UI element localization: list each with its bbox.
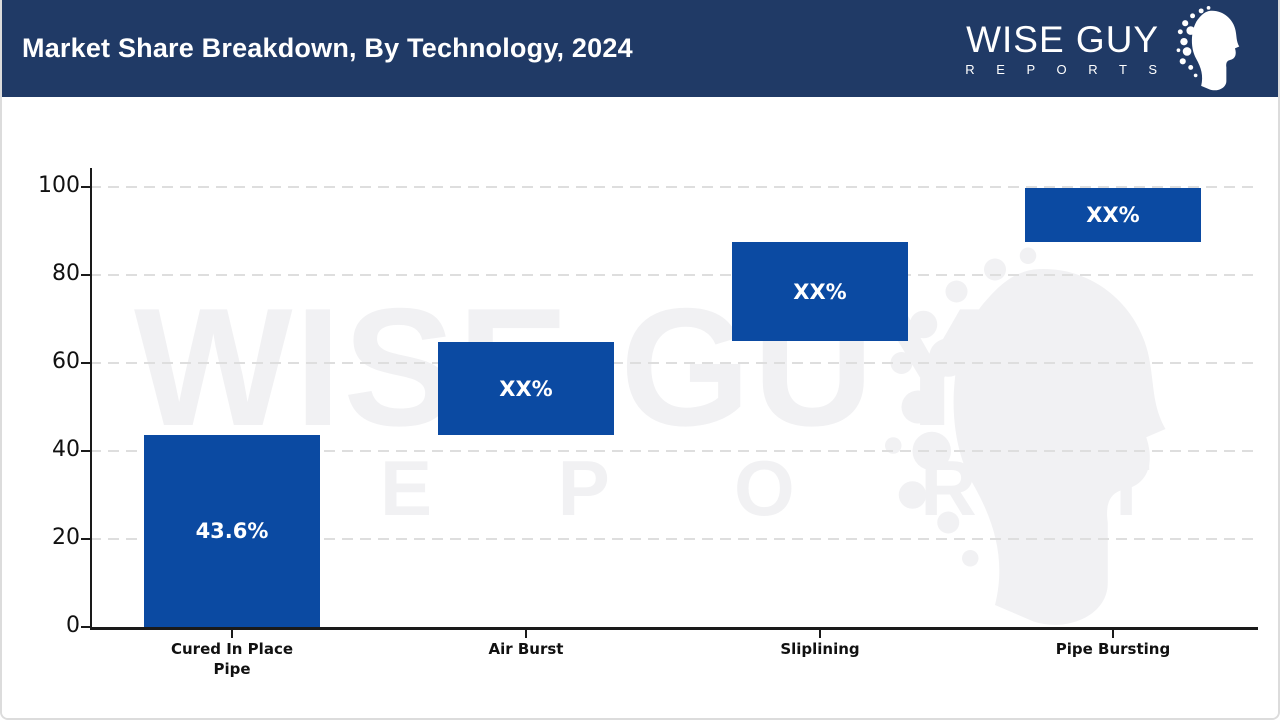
- page-title: Market Share Breakdown, By Technology, 2…: [22, 33, 633, 63]
- y-tick-label-80: 80: [52, 261, 80, 286]
- x-axis-line: [90, 627, 1258, 630]
- y-tick-label-60: 60: [52, 349, 80, 374]
- y-tick-60: [81, 362, 90, 364]
- y-axis-line: [90, 168, 92, 629]
- bar-value-label: XX%: [499, 376, 553, 401]
- x-tick-3: [1112, 630, 1114, 638]
- bar-air-burst: XX%: [438, 341, 614, 436]
- x-category-label: Air Burst: [426, 639, 626, 659]
- x-category-label-text: Air Burst: [488, 640, 564, 658]
- logo: WISE GUY R E P O R T S: [959, 5, 1254, 92]
- x-category-label: Pipe Bursting: [1013, 639, 1213, 659]
- x-tick-0: [231, 630, 233, 638]
- gridline-40: [90, 450, 1255, 452]
- x-category-label: Sliplining: [720, 639, 920, 659]
- header: Market Share Breakdown, By Technology, 2…: [2, 0, 1278, 97]
- x-category-label-text: Cured In Place Pipe: [170, 640, 294, 679]
- y-tick-20: [81, 538, 90, 540]
- chart-area: WISE GUY R E P O R T S 0 20 40 60 80 100 43.6%…: [2, 97, 1278, 718]
- x-category-label-text: Sliplining: [780, 640, 860, 658]
- gridline-80: [90, 274, 1255, 276]
- watermark-head-icon: [885, 247, 1166, 625]
- bar-value-label: 43.6%: [195, 519, 269, 544]
- y-tick-100: [81, 186, 90, 188]
- y-tick-label-20: 20: [52, 525, 80, 550]
- y-tick-40: [81, 450, 90, 452]
- logo-wordmark: WISE GUY: [966, 19, 1160, 60]
- y-tick-label-0: 0: [66, 613, 80, 638]
- bar-sliplining: XX%: [732, 242, 908, 341]
- logo-subtext: R E P O R T S: [965, 62, 1166, 77]
- bar-value-label: XX%: [1086, 202, 1140, 227]
- x-category-label: Cured In Place Pipe: [132, 639, 332, 680]
- gridline-20: [90, 538, 1255, 540]
- y-tick-80: [81, 274, 90, 276]
- bar-cured-in-place-pipe: 43.6%: [144, 435, 320, 627]
- gridline-60: [90, 362, 1255, 364]
- bar-pipe-bursting: XX%: [1025, 188, 1201, 242]
- logo-text: WISE GUY R E P O R T S: [959, 21, 1166, 76]
- x-tick-1: [525, 630, 527, 638]
- bar-value-label: XX%: [793, 279, 847, 304]
- logo-head-icon: [1176, 5, 1240, 90]
- x-tick-2: [819, 630, 821, 638]
- gridline-100: [90, 186, 1255, 188]
- y-tick-0: [81, 626, 90, 628]
- y-tick-label-40: 40: [52, 437, 80, 462]
- y-tick-label-100: 100: [38, 173, 80, 198]
- x-category-label-text: Pipe Bursting: [1055, 640, 1171, 658]
